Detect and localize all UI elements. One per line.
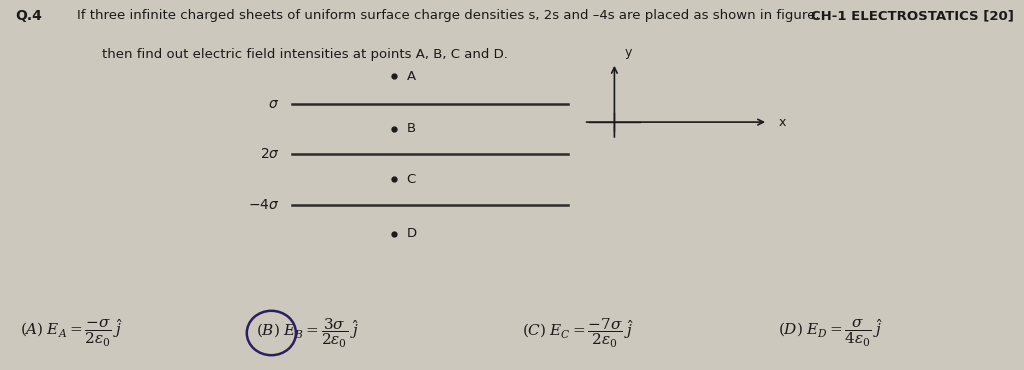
Text: $-4\sigma$: $-4\sigma$ — [248, 198, 280, 212]
Text: CH-1 ELECTROSTATICS [20]: CH-1 ELECTROSTATICS [20] — [811, 9, 1014, 22]
Text: B: B — [407, 122, 416, 135]
Text: D: D — [407, 227, 417, 241]
Text: y: y — [625, 46, 632, 59]
Text: Q.4: Q.4 — [15, 9, 42, 23]
Text: then find out electric field intensities at points A, B, C and D.: then find out electric field intensities… — [102, 48, 508, 61]
Text: A: A — [407, 70, 416, 83]
Text: $\sigma$: $\sigma$ — [268, 97, 280, 111]
Text: $2\sigma$: $2\sigma$ — [259, 147, 280, 161]
Text: x: x — [778, 115, 785, 129]
Text: If three infinite charged sheets of uniform surface charge densities s, 2s and –: If three infinite charged sheets of unif… — [77, 9, 819, 22]
Text: $(D)\;E_D = \dfrac{\sigma}{4\varepsilon_0}\;\hat{j}$: $(D)\;E_D = \dfrac{\sigma}{4\varepsilon_… — [778, 317, 883, 349]
Text: $(B)\;E_B = \dfrac{3\sigma}{2\varepsilon_0}\;\hat{j}$: $(B)\;E_B = \dfrac{3\sigma}{2\varepsilon… — [256, 316, 359, 350]
Text: C: C — [407, 173, 416, 186]
Text: $(C)\;E_C = \dfrac{-7\sigma}{2\varepsilon_0}\;\hat{j}$: $(C)\;E_C = \dfrac{-7\sigma}{2\varepsilo… — [522, 316, 634, 350]
Text: $(A)\;E_A = \dfrac{-\sigma}{2\varepsilon_0}\;\hat{j}$: $(A)\;E_A = \dfrac{-\sigma}{2\varepsilon… — [20, 317, 123, 349]
